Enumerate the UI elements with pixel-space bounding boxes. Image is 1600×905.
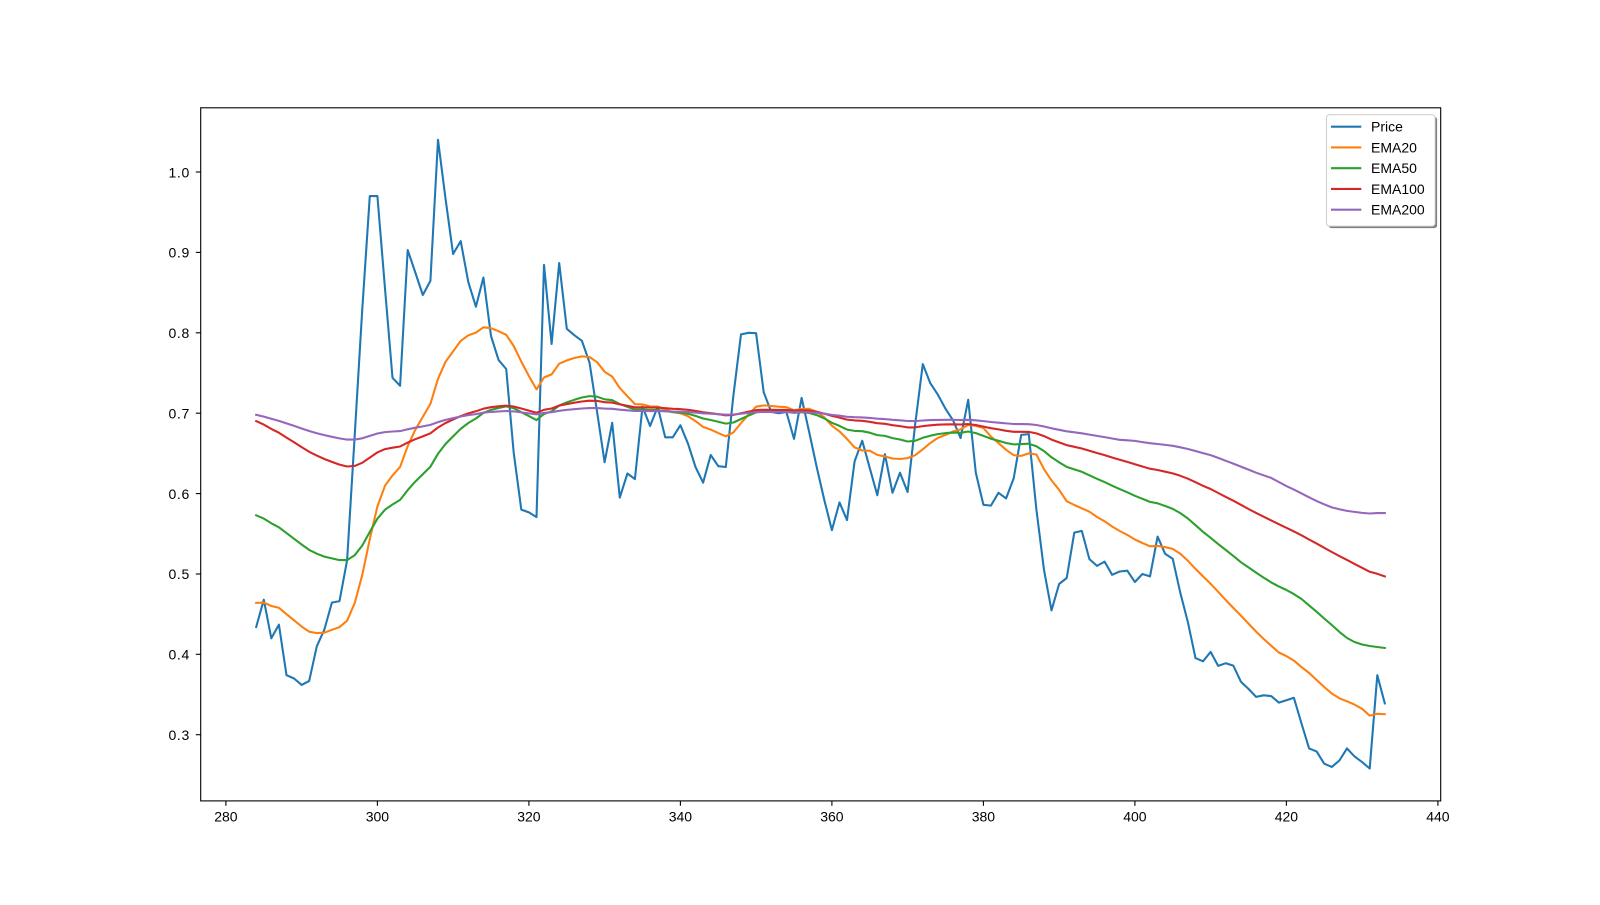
- svg-text:340: 340: [669, 809, 693, 825]
- svg-text:EMA200: EMA200: [1371, 202, 1425, 218]
- svg-text:EMA100: EMA100: [1371, 181, 1425, 197]
- svg-text:0.8: 0.8: [168, 325, 190, 341]
- svg-text:EMA50: EMA50: [1371, 160, 1417, 176]
- svg-text:300: 300: [366, 809, 390, 825]
- svg-text:380: 380: [972, 809, 996, 825]
- svg-text:280: 280: [214, 809, 238, 825]
- svg-text:0.6: 0.6: [168, 486, 190, 502]
- svg-text:0.9: 0.9: [168, 245, 190, 261]
- svg-text:0.5: 0.5: [168, 566, 190, 582]
- svg-text:360: 360: [820, 809, 844, 825]
- svg-text:440: 440: [1426, 809, 1450, 825]
- svg-text:400: 400: [1123, 809, 1147, 825]
- svg-text:0.3: 0.3: [168, 727, 190, 743]
- svg-text:0.4: 0.4: [168, 647, 190, 663]
- svg-text:420: 420: [1275, 809, 1299, 825]
- svg-text:0.7: 0.7: [168, 406, 190, 422]
- svg-text:Price: Price: [1371, 119, 1403, 135]
- svg-text:EMA20: EMA20: [1371, 139, 1417, 155]
- svg-text:320: 320: [517, 809, 541, 825]
- svg-text:1.0: 1.0: [168, 164, 190, 180]
